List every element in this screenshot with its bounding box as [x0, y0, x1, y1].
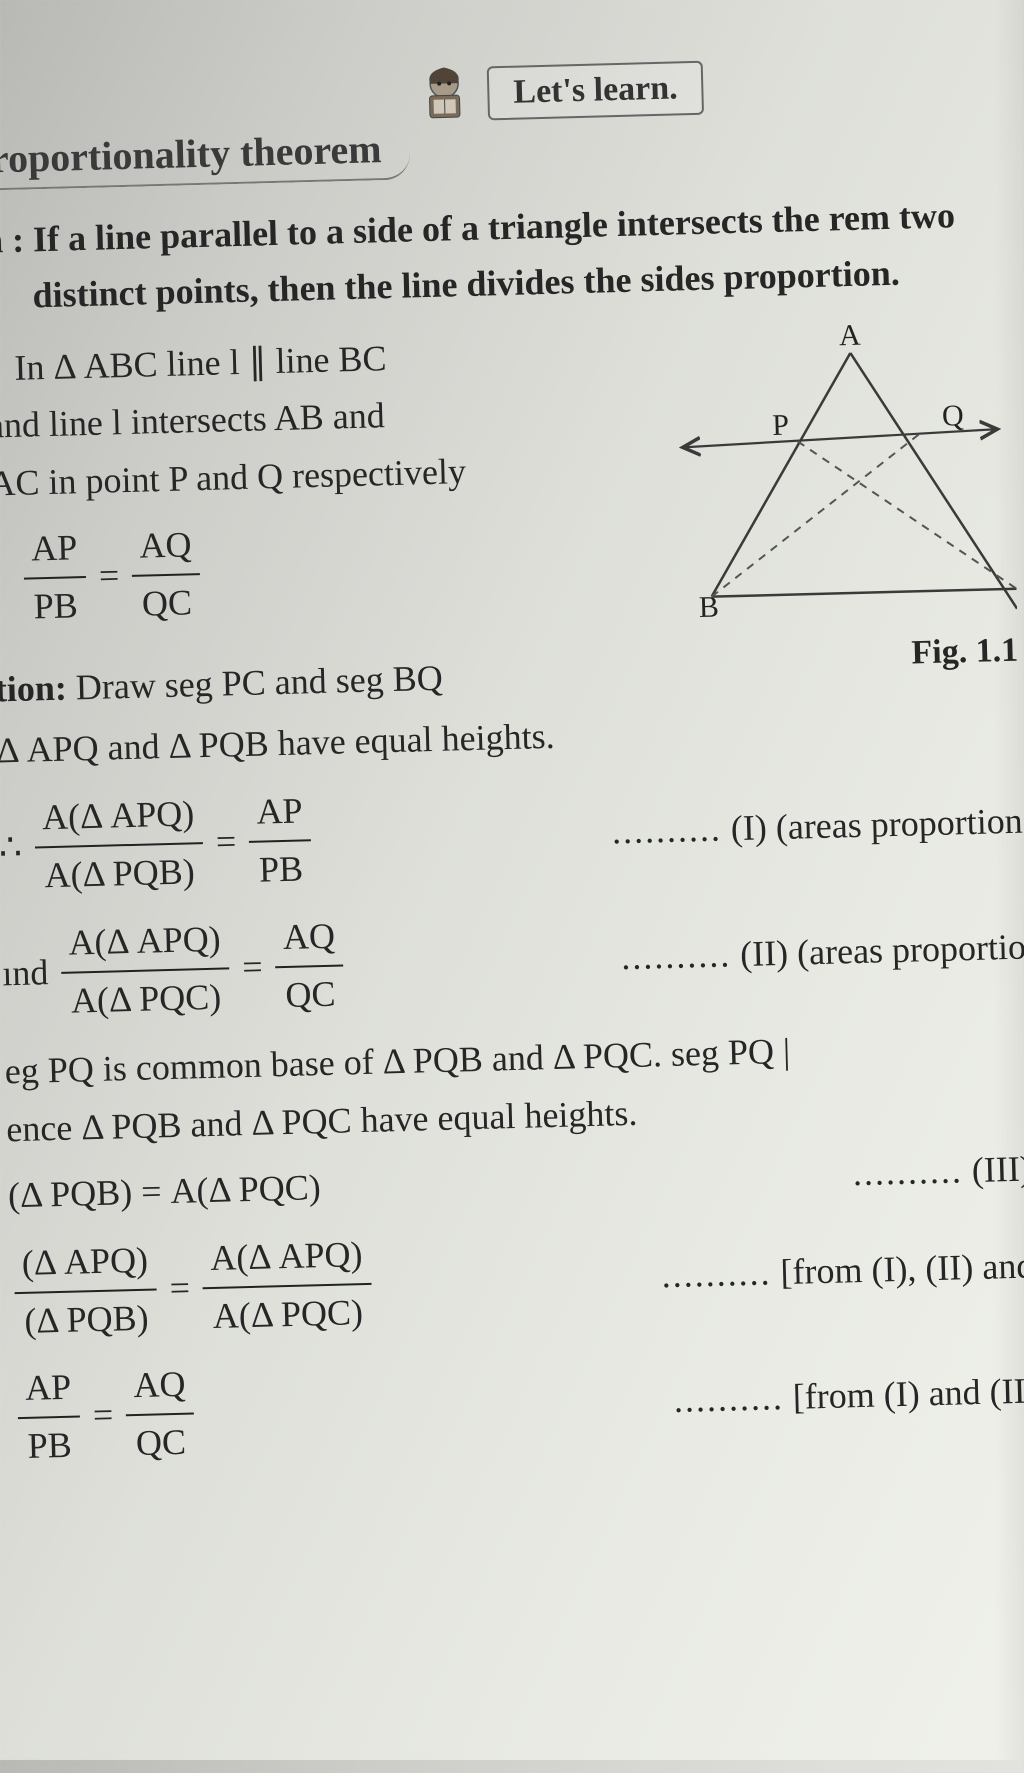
- given-block: : In Δ ABC line l ∥ line BC and line l i…: [0, 324, 644, 512]
- label-Q: Q: [942, 399, 965, 433]
- eq2-rnum: AQ: [274, 908, 343, 968]
- statement-prefix: n :: [0, 220, 25, 261]
- construction-text: Draw seg PC and seg BQ: [75, 657, 443, 707]
- eq-1: ∴ A(Δ APQ)A(Δ PQB) = APPB .......... (I)…: [0, 765, 1024, 905]
- dots: ..........: [611, 809, 722, 852]
- eq5-lnum: AP: [16, 1360, 80, 1419]
- eq-4: (Δ APQ)(Δ PQB) = A(Δ APQ)A(Δ PQC) ......…: [9, 1209, 1024, 1349]
- eq2-num: A(Δ APQ): [60, 911, 230, 973]
- eq4-rnum: A(Δ APQ): [202, 1227, 372, 1289]
- eq4-note: [from (I), (II) and: [780, 1245, 1024, 1292]
- eq5-rden: QC: [126, 1415, 195, 1473]
- label-P: P: [772, 408, 790, 441]
- construction-label: tion:: [0, 667, 67, 709]
- frac-ap: AP: [22, 520, 86, 579]
- eq3-lhs: (Δ PQB) = A(Δ PQC): [7, 1160, 321, 1224]
- statement-text: If a line parallel to a side of a triang…: [32, 195, 955, 315]
- to-prove: : APPB = AQQC: [0, 505, 647, 636]
- eq5-lden: PB: [18, 1418, 81, 1475]
- eq1-den: A(Δ PQB): [35, 844, 205, 904]
- lets-learn-label: Let's learn.: [487, 61, 705, 121]
- lets-learn-callout: Let's learn.: [409, 53, 705, 131]
- therefore: ∴: [0, 820, 23, 876]
- eq2-den: A(Δ PQC): [61, 969, 231, 1029]
- eq1-rden: PB: [249, 841, 312, 898]
- eq1-num: A(Δ APQ): [33, 786, 203, 848]
- figure-caption: Fig. 1.1: [658, 624, 1019, 686]
- eq4-lden: (Δ PQB): [15, 1290, 159, 1349]
- eq2-rden: QC: [276, 966, 345, 1024]
- label-A: A: [839, 318, 862, 351]
- eq5-note: [from (I) and (II): [792, 1371, 1024, 1417]
- construction: tion: Draw seg PC and seg BQ: [0, 645, 649, 718]
- frac-qc: QC: [132, 575, 201, 633]
- figure: A B P Q Fig. 1.1: [650, 318, 1019, 686]
- eq4-lnum: (Δ APQ): [13, 1232, 157, 1293]
- mascot-icon: [409, 59, 481, 131]
- label-B: B: [698, 590, 719, 624]
- eq1-rnum: AP: [248, 783, 312, 842]
- theorem-statement: n : If a line parallel to a side of a tr…: [0, 187, 1009, 325]
- eq1-note: (I) (areas proportion: [730, 801, 1023, 849]
- eq2-note: (II) (areas proportio: [740, 926, 1024, 973]
- theorem-heading: roportionality theorem: [0, 122, 410, 190]
- eq5-rnum: AQ: [125, 1357, 194, 1417]
- frac-aq: AQ: [131, 517, 200, 577]
- eq-2: ınd A(Δ APQ)A(Δ PQC) = AQQC .......... (…: [1, 890, 1024, 1030]
- eq3-note: (III): [971, 1148, 1024, 1190]
- eq4-rden: A(Δ PQC): [203, 1284, 373, 1344]
- frac-pb: PB: [24, 578, 87, 635]
- triangle-diagram: A B P Q: [650, 318, 1018, 627]
- and-label: ınd: [2, 945, 49, 1002]
- to-prove-prefix: :: [0, 551, 3, 607]
- eq-5: APPB = AQQC .......... [from (I) and (II…: [12, 1335, 1024, 1475]
- given-l1: In Δ ABC line l ∥ line BC: [14, 338, 387, 388]
